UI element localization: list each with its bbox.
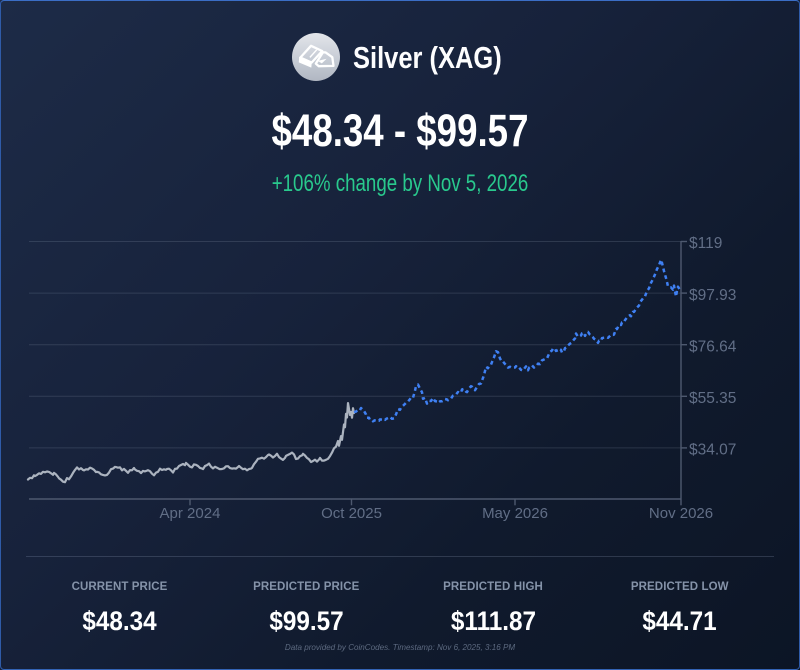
svg-text:$55.35: $55.35 [689,390,736,407]
svg-text:Nov 2026: Nov 2026 [649,505,713,522]
svg-text:May 2026: May 2026 [482,505,548,522]
svg-text:$119: $119 [689,235,722,252]
svg-text:Apr 2024: Apr 2024 [160,505,221,522]
svg-text:$97.93: $97.93 [689,287,736,304]
svg-text:Oct 2025: Oct 2025 [321,505,382,522]
svg-text:$34.07: $34.07 [689,442,736,459]
svg-text:$76.64: $76.64 [689,338,737,355]
